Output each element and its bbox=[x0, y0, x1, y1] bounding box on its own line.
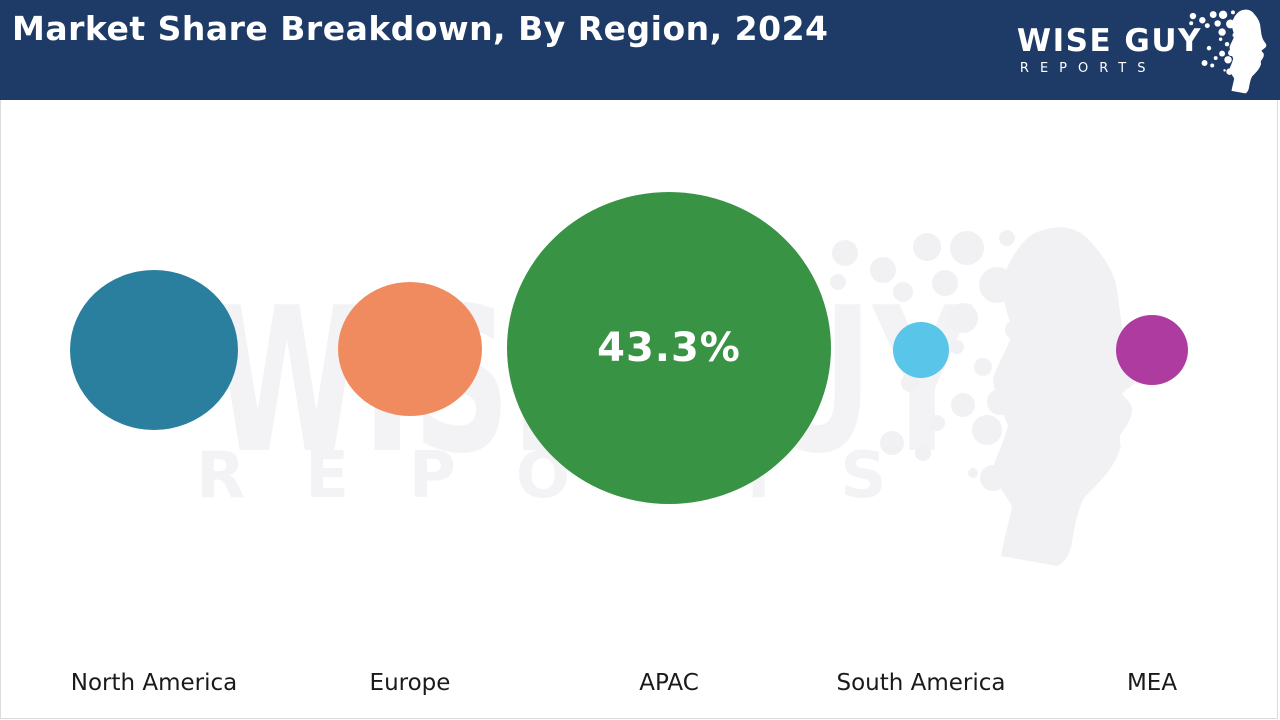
wise-guy-logo: WISE GUY REPORTS bbox=[1017, 4, 1272, 94]
logo-wordmark: WISE GUY bbox=[1016, 23, 1202, 59]
header: Market Share Breakdown, By Region, 2024 … bbox=[0, 0, 1280, 100]
category-label-south-america: South America bbox=[836, 670, 1006, 696]
bubble-europe bbox=[338, 282, 482, 416]
category-label-apac: APAC bbox=[639, 670, 699, 696]
logo-subtitle: REPORTS bbox=[1019, 61, 1157, 76]
category-label-europe: Europe bbox=[369, 670, 451, 696]
bubble-north-america bbox=[70, 270, 238, 430]
bubble-value-label: 43.3% bbox=[597, 325, 741, 371]
logo-text: WISE GUY REPORTS bbox=[1016, 23, 1202, 77]
category-label-north-america: North America bbox=[70, 670, 238, 696]
category-label-mea: MEA bbox=[1126, 670, 1178, 696]
bubble-apac: 43.3% bbox=[507, 192, 831, 504]
logo-head-icon bbox=[1188, 8, 1272, 94]
page-title: Market Share Breakdown, By Region, 2024 bbox=[12, 9, 829, 48]
